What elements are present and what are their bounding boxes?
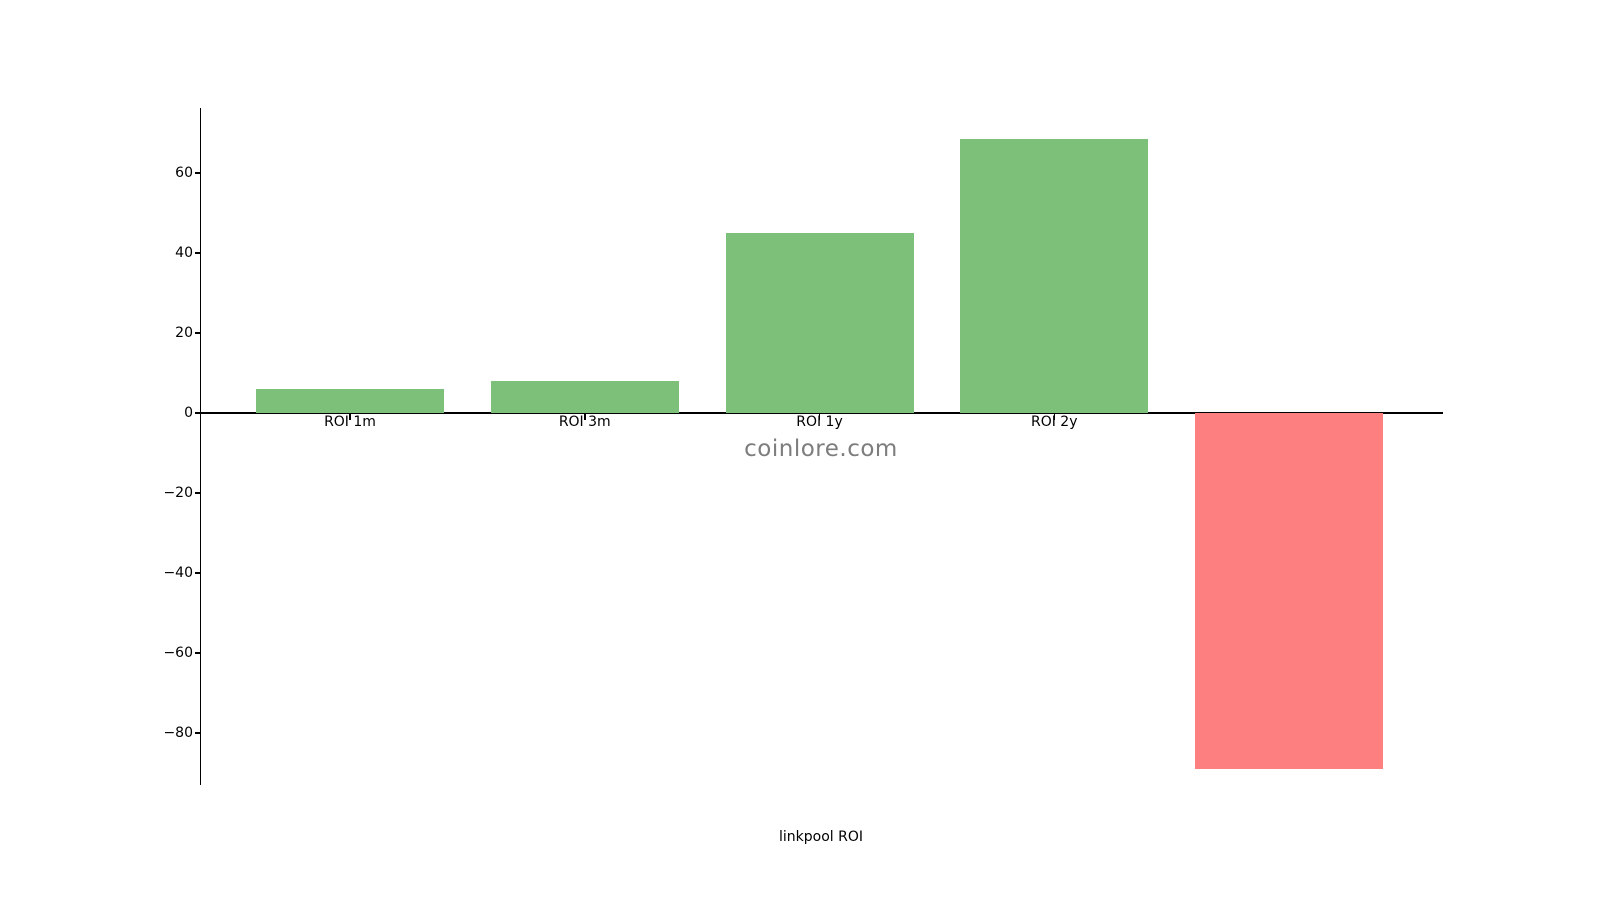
bar-unlabeled (1195, 413, 1383, 769)
x-tick-label: ROI 1m (324, 414, 376, 430)
x-axis-title: linkpool ROI (779, 829, 863, 845)
y-tick-mark (195, 572, 200, 574)
y-tick-label: 20 (175, 325, 193, 341)
watermark: coinlore.com (744, 436, 898, 462)
x-tick-mark (584, 413, 586, 420)
y-tick-label: −20 (163, 485, 193, 501)
y-tick-mark (195, 172, 200, 174)
x-axis-zero-line (200, 412, 1443, 414)
y-tick-label: −60 (163, 645, 193, 661)
y-tick-mark (195, 732, 200, 734)
y-tick-label: 60 (175, 165, 193, 181)
x-tick-label: ROI 2y (1030, 414, 1078, 430)
y-tick-mark (195, 492, 200, 494)
x-tick-label: ROI 1y (796, 414, 843, 430)
y-tick-label: 0 (184, 405, 193, 421)
bar-roi-1m (256, 389, 444, 413)
bar-roi-2y (960, 139, 1149, 413)
x-tick-label: ROI 3m (558, 414, 611, 430)
x-tick-mark (818, 413, 821, 420)
y-tick-mark (195, 652, 200, 654)
bar-roi-1y (725, 233, 914, 413)
y-tick-mark (195, 412, 200, 414)
y-tick-mark (195, 252, 200, 254)
x-tick-mark (349, 413, 351, 420)
y-tick-mark (195, 332, 200, 334)
y-axis-spine (199, 108, 201, 785)
x-tick-mark (1053, 413, 1055, 420)
y-tick-label: −80 (163, 725, 193, 741)
y-tick-label: −40 (163, 565, 193, 581)
bar-roi-3m (490, 381, 679, 413)
y-tick-label: 40 (175, 245, 193, 261)
